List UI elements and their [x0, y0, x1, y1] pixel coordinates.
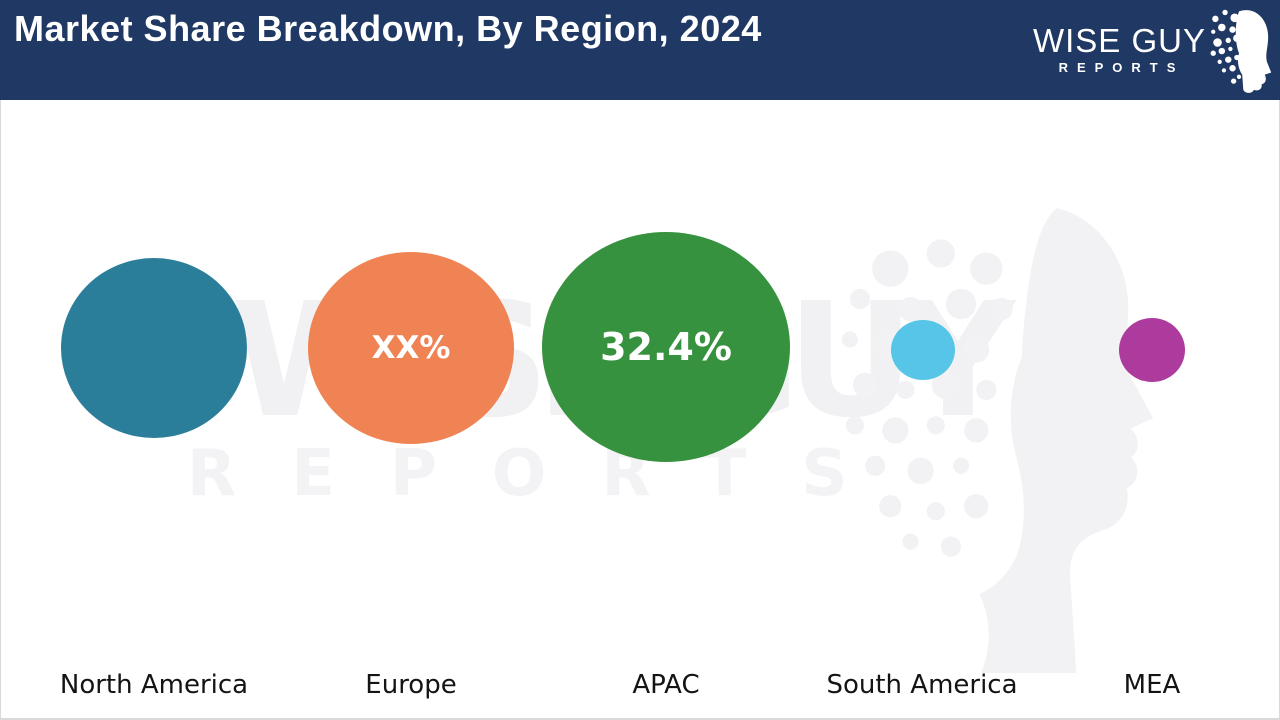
bubble-north-america	[61, 258, 247, 438]
value-label-apac: 32.4%	[600, 325, 732, 369]
page-title: Market Share Breakdown, By Region, 2024	[14, 8, 762, 49]
bubble-chart	[61, 232, 1185, 462]
category-label-north-america: North America	[59, 670, 249, 700]
logo-head-icon	[1210, 9, 1272, 93]
bubble-europe	[308, 252, 514, 444]
category-label-europe: Europe	[365, 670, 457, 700]
logo-tagline: REPORTS	[1058, 60, 1185, 75]
wise-guy-logo: WISE GUY REPORTS	[1033, 0, 1274, 100]
chart-area: WISE GUY REPORTS XX% 32.4% North America	[0, 100, 1280, 720]
bubble-south-america	[891, 320, 955, 380]
header-bar: Market Share Breakdown, By Region, 2024 …	[0, 0, 1280, 100]
logo-text: WISE GUY REPORTS	[1033, 24, 1206, 75]
logo-name: WISE GUY	[1032, 22, 1206, 59]
bubble-mea	[1119, 318, 1185, 382]
category-label-mea: MEA	[1123, 670, 1181, 700]
value-label-europe: XX%	[371, 330, 451, 366]
watermark-head-icon	[841, 208, 1154, 673]
category-label-apac: APAC	[632, 670, 700, 700]
watermark-reports-text: REPORTS	[187, 437, 903, 511]
category-label-south-america: South America	[826, 670, 1018, 700]
bubble-apac	[542, 232, 790, 462]
